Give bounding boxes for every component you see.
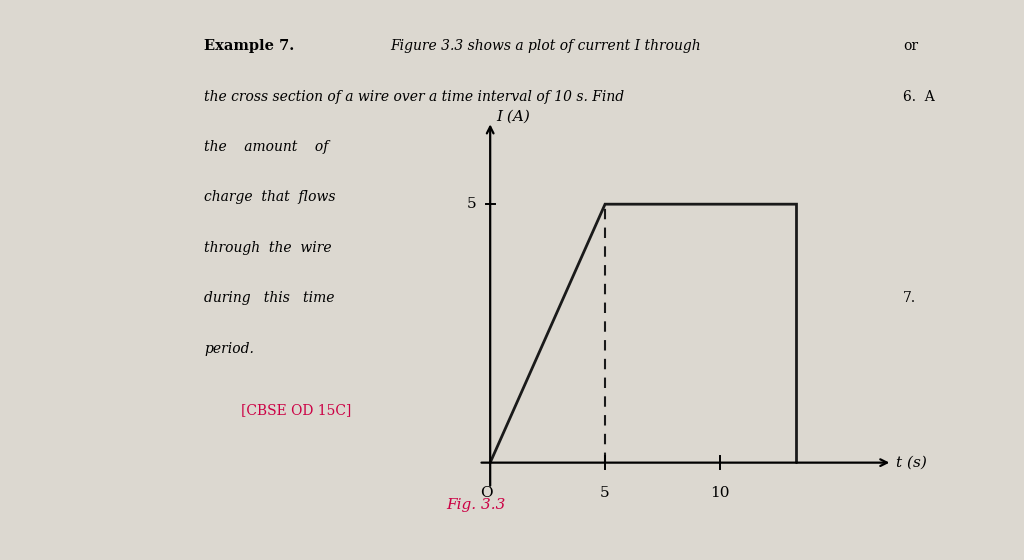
Text: 5: 5: [600, 486, 610, 500]
Text: 7.: 7.: [903, 291, 916, 305]
Text: the cross section of a wire over a time interval of 10 s. Find: the cross section of a wire over a time …: [204, 90, 624, 104]
Text: t (s): t (s): [896, 456, 927, 470]
Text: O: O: [480, 486, 493, 500]
Text: I (A): I (A): [496, 109, 529, 123]
Text: through  the  wire: through the wire: [204, 241, 332, 255]
Text: period.: period.: [204, 342, 254, 356]
Text: during   this   time: during this time: [204, 291, 335, 305]
Text: 10: 10: [711, 486, 730, 500]
Text: Example 7.: Example 7.: [204, 39, 294, 53]
Text: 5: 5: [467, 197, 477, 211]
Text: the    amount    of: the amount of: [204, 140, 329, 154]
Text: Figure 3.3 shows a plot of current I through: Figure 3.3 shows a plot of current I thr…: [390, 39, 701, 53]
Text: 6.  A: 6. A: [903, 90, 935, 104]
Text: or: or: [903, 39, 918, 53]
Text: charge  that  flows: charge that flows: [204, 190, 336, 204]
Text: Fig. 3.3: Fig. 3.3: [446, 498, 506, 512]
Text: [CBSE OD 15C]: [CBSE OD 15C]: [242, 403, 351, 417]
